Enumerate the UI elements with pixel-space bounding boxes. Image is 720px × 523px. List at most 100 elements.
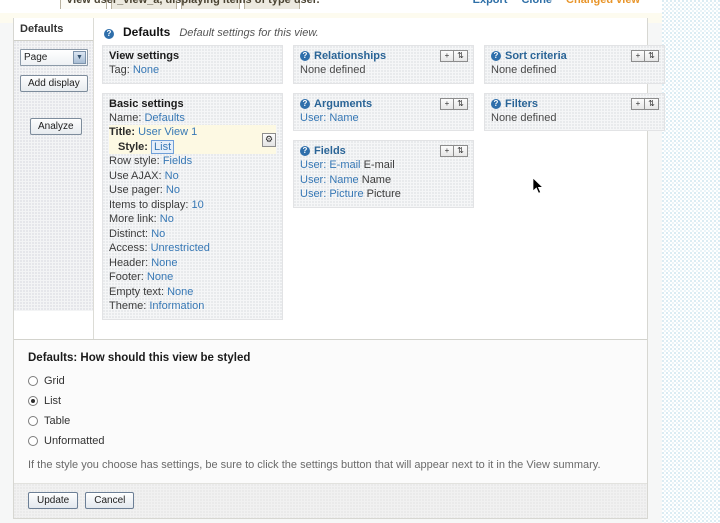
row-value[interactable]: 10 [191,198,204,211]
row-value[interactable]: Unrestricted [150,242,210,254]
row-label: Distinct: [109,227,149,240]
changed-view-notice[interactable]: Changed view [566,0,640,6]
cancel-button[interactable]: Cancel [85,491,135,509]
tab-preview[interactable]: Preview [111,0,177,9]
add-display-button[interactable]: Add display [20,75,88,92]
row-value[interactable]: No [164,169,179,182]
sort-criteria-empty: None defined [491,64,557,76]
help-icon[interactable]: ? [300,146,310,156]
field-item[interactable]: User: Name Name [300,173,467,188]
basic-row-theme[interactable]: Theme: Information [109,299,276,314]
row-value[interactable]: None [167,285,194,298]
rearrange-sort-icon[interactable]: ⇅ [645,50,659,62]
row-value[interactable]: User View 1 [138,126,198,138]
tab-export[interactable]: Export [180,0,240,9]
row-value[interactable]: Fields [162,155,193,167]
row-value[interactable]: Information [149,300,205,312]
basic-row-row-style[interactable]: Row style: Fields [109,154,276,169]
field-link[interactable]: User: Picture [300,188,364,200]
row-value[interactable]: None [146,271,174,283]
basic-row-style[interactable]: Style: List [109,139,276,154]
basic-row-more-link[interactable]: More link: No [109,212,276,227]
radio-unformatted[interactable] [28,435,38,446]
add-filter-icon[interactable]: + [631,97,645,110]
sort-criteria-title-row[interactable]: ? Sort criteria [491,50,658,62]
arguments-title-row[interactable]: ? Arguments [300,98,467,110]
help-icon[interactable]: ? [104,29,114,39]
add-relationship-icon[interactable]: + [440,50,454,62]
row-value[interactable]: No [151,227,166,240]
row-value[interactable]: No [165,184,180,196]
basic-row-items-to-display[interactable]: Items to display: 10 [109,198,276,213]
add-field-icon[interactable]: + [440,145,454,157]
row-value[interactable]: Defaults [144,111,185,124]
style-option-grid[interactable]: Grid [28,375,633,387]
field-link[interactable]: User: Name [300,173,359,186]
update-button[interactable]: Update [28,491,79,509]
relationships-title-row[interactable]: ? Relationships [300,50,467,62]
basic-row-use-pager[interactable]: Use pager: No [109,183,276,198]
help-icon[interactable]: ? [491,98,501,109]
row-value[interactable]: None [151,256,178,269]
display-type-select[interactable]: Page ▼ [20,49,88,66]
field-item[interactable]: User: E-mail E-mail [300,158,467,173]
chevron-down-icon[interactable]: ▼ [73,51,86,64]
help-icon[interactable]: ? [300,51,310,61]
style-form-hint: If the style you choose has settings, be… [28,458,601,471]
add-sort-icon[interactable]: + [631,50,645,62]
filters-title[interactable]: Filters [505,97,539,110]
basic-settings-title: Basic settings [109,97,184,110]
rearrange-filters-icon[interactable]: ⇅ [645,97,659,110]
basic-row-empty-text[interactable]: Empty text: None [109,285,276,300]
rearrange-fields-icon[interactable]: ⇅ [454,145,468,157]
rearrange-arguments-icon[interactable]: ⇅ [454,97,468,110]
field-item[interactable]: User: Picture Picture [300,187,467,202]
field-link[interactable]: User: E-mail [300,159,361,171]
sort-criteria-title[interactable]: Sort criteria [505,50,567,62]
views-summary-region: Defaults Page ▼ Add display Analyze ? De… [14,18,665,339]
view-settings-row-tag[interactable]: Tag: None [109,63,276,78]
argument-item[interactable]: User: Name [300,111,467,126]
tab-edit[interactable]: Edit [60,0,108,9]
export-link[interactable]: Export [472,0,508,6]
radio-grid[interactable] [28,375,38,386]
row-value[interactable]: No [159,213,174,225]
relationships-title[interactable]: Relationships [314,50,387,62]
help-icon[interactable]: ? [491,51,501,61]
style-option-list[interactable]: List [28,395,633,407]
clone-link[interactable]: Clone [521,0,553,6]
row-value[interactable]: List [151,139,175,154]
view-action-links: Export Clone Changed view [473,0,640,6]
add-argument-icon[interactable]: + [440,97,454,110]
basic-row-name[interactable]: Name: Defaults [109,111,276,126]
basic-row-title[interactable]: Title: User View 1 [109,125,276,140]
style-settings-form: Defaults: How should this view be styled… [14,338,647,518]
basic-row-footer[interactable]: Footer: None [109,270,276,285]
help-icon[interactable]: ? [300,98,310,109]
rearrange-relationships-icon[interactable]: ⇅ [454,50,468,62]
basic-row-use-ajax[interactable]: Use AJAX: No [109,169,276,184]
fields-title[interactable]: Fields [314,145,346,157]
summary-description: Default settings for this view. [179,27,319,39]
radio-list[interactable] [28,395,38,406]
relationships-empty: None defined [300,64,366,76]
radio-table[interactable] [28,415,38,426]
fields-title-row[interactable]: ? Fields [300,145,467,157]
style-option-unformatted[interactable]: Unformatted [28,435,633,447]
style-form-actions: Update Cancel [14,482,647,518]
gear-icon[interactable]: ⚙ [262,132,276,147]
fields-tools: + ⇅ [440,145,468,157]
style-option-grid-label: Grid [44,374,65,387]
arguments-title[interactable]: Arguments [314,97,373,110]
style-option-table[interactable]: Table [28,415,633,427]
display-type-value: Page [24,52,48,63]
row-value[interactable]: None [132,64,160,76]
filters-title-row[interactable]: ? Filters [491,98,658,110]
tab-clone[interactable]: Clone [243,0,300,9]
view-page-title: View user_view_a, displaying items of ty… [66,0,320,6]
basic-row-distinct[interactable]: Distinct: No [109,227,276,242]
basic-row-access[interactable]: Access: Unrestricted [109,241,276,256]
analyze-button[interactable]: Analyze [30,118,82,135]
basic-row-header[interactable]: Header: None [109,256,276,271]
argument-link[interactable]: User: Name [300,111,359,124]
